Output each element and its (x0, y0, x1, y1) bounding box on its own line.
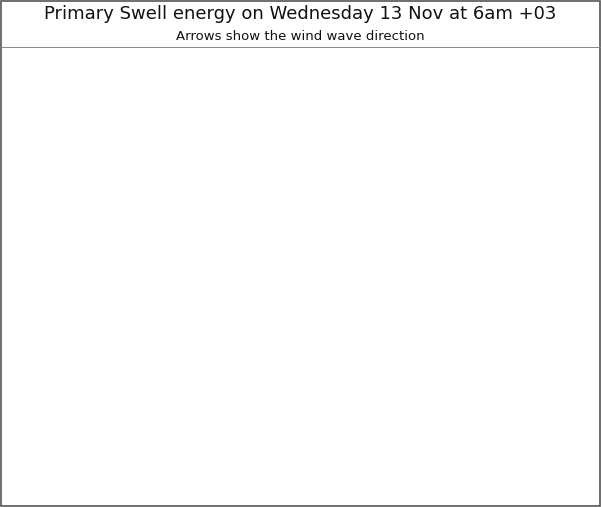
Text: Primary Swell energy on Wednesday 13 Nov at 6am +03: Primary Swell energy on Wednesday 13 Nov… (44, 5, 557, 23)
Text: Cartopy not available
Install cartopy for map: Cartopy not available Install cartopy fo… (206, 258, 395, 297)
Text: Arrows show the wind wave direction: Arrows show the wind wave direction (176, 30, 425, 43)
